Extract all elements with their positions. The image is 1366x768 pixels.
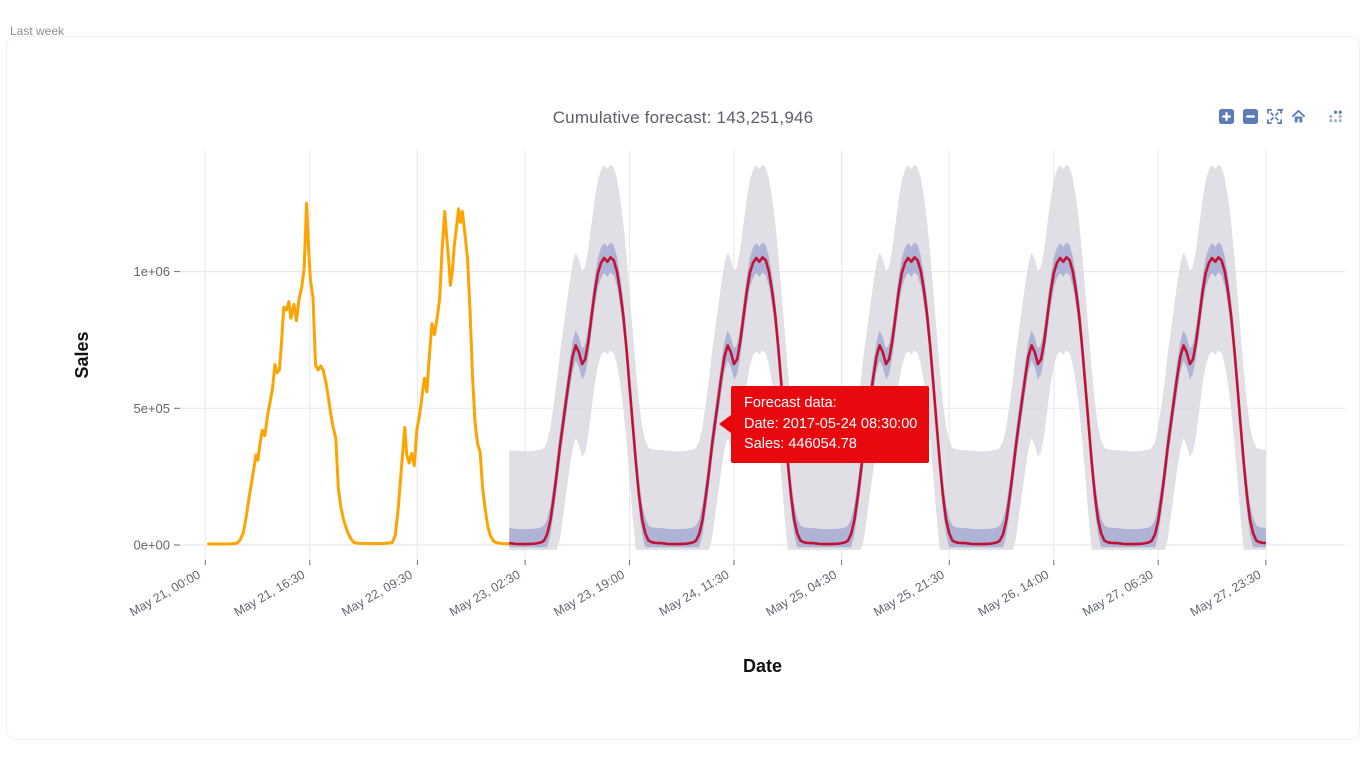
x-tick-label: May 21, 16:30	[232, 567, 308, 619]
chart-title: Cumulative forecast: 143,251,946	[552, 108, 814, 127]
zoom-out-icon	[1242, 108, 1259, 125]
y-tick-label: 1e+06	[133, 264, 170, 279]
y-tick-label: 5e+05	[133, 401, 170, 416]
zoom-in-button[interactable]	[1217, 107, 1236, 126]
x-tick-label: May 25, 21:30	[871, 567, 947, 619]
x-axis-title: Date	[743, 656, 782, 676]
forecast-tooltip: Forecast data: Date: 2017-05-24 08:30:00…	[719, 386, 930, 463]
observed-line	[207, 201, 511, 546]
tooltip-arrow	[719, 415, 731, 434]
x-tick-label: May 25, 04:30	[763, 567, 839, 619]
tooltip-sales: Sales: 446054.78	[744, 436, 857, 453]
zoom-out-button[interactable]	[1241, 107, 1260, 126]
x-tick-label: May 27, 23:30	[1188, 567, 1264, 619]
y-axis-title: Sales	[72, 331, 92, 378]
autoscale-icon	[1267, 109, 1283, 124]
page-label-last-week: Last week	[10, 24, 65, 38]
x-tick-label: May 22, 09:30	[339, 567, 415, 619]
plotly-logo-icon	[1329, 110, 1342, 123]
x-tick-label: May 23, 19:00	[551, 567, 627, 619]
x-tick-label: May 24, 11:30	[657, 567, 732, 618]
zoom-in-icon	[1218, 108, 1235, 125]
plotly-logo-button[interactable]	[1326, 107, 1345, 126]
chart-panel	[6, 36, 1360, 740]
plotly-modebar	[1217, 107, 1345, 126]
tooltip-title: Forecast data:	[744, 395, 837, 412]
forecast-line	[509, 256, 1267, 546]
x-tick-label: May 23, 02:30	[447, 567, 523, 619]
x-tick-label: May 26, 14:00	[976, 567, 1052, 619]
x-tick-label: May 27, 06:30	[1080, 567, 1156, 619]
tooltip-date: Date: 2017-05-24 08:30:00	[744, 415, 918, 432]
y-tick-label: 0e+00	[133, 538, 170, 553]
autoscale-button[interactable]	[1265, 107, 1284, 126]
home-icon	[1291, 109, 1306, 123]
reset-home-button[interactable]	[1289, 107, 1308, 126]
x-tick-label: May 21, 00:00	[127, 567, 203, 619]
